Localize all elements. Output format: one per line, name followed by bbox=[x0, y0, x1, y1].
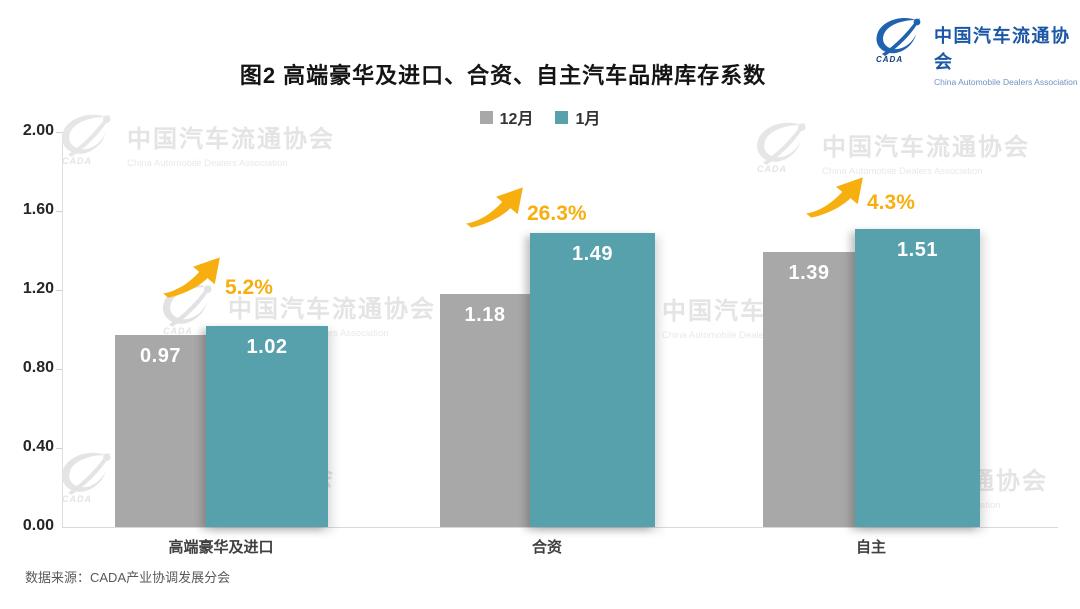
y-tick-label: 0.80 bbox=[22, 359, 54, 376]
value-label-december-luxury-import: 0.97 bbox=[140, 345, 181, 367]
x-axis-line bbox=[62, 527, 1058, 528]
bar-january-domestic bbox=[855, 229, 980, 527]
y-tick-label: 0.00 bbox=[22, 517, 54, 534]
y-tick-mark bbox=[56, 369, 62, 370]
category-label-domestic: 自主 bbox=[855, 539, 887, 556]
value-label-january-luxury-import: 1.02 bbox=[246, 336, 288, 358]
legend-item-december: 12月 bbox=[479, 105, 534, 129]
legend-label-december: 12月 bbox=[499, 111, 534, 128]
increase-arrow-icon bbox=[463, 184, 527, 228]
cada-logo-icon: CADA bbox=[872, 14, 928, 64]
chart-legend: 12月 1月 bbox=[0, 105, 1080, 129]
y-tick-mark bbox=[56, 290, 62, 291]
change-label-joint-venture: 26.3% bbox=[527, 202, 587, 225]
increase-arrow-icon bbox=[160, 254, 224, 298]
value-label-january-joint-venture: 1.49 bbox=[572, 243, 613, 265]
value-label-december-joint-venture: 1.18 bbox=[464, 304, 506, 326]
legend-label-january: 1月 bbox=[575, 111, 601, 128]
bar-january-joint-venture bbox=[530, 233, 655, 527]
change-label-domestic: 4.3% bbox=[867, 191, 915, 214]
legend-swatch-january bbox=[555, 110, 569, 124]
change-label-luxury-import: 5.2% bbox=[225, 276, 273, 299]
logo-cn-text: 中国汽车流通协会 bbox=[934, 26, 1071, 72]
legend-swatch-december bbox=[479, 110, 493, 124]
legend-item-january: 1月 bbox=[555, 105, 600, 129]
chart-title: 图2 高端豪华及进口、合资、自主汽车品牌库存系数 bbox=[239, 63, 767, 88]
y-tick-mark bbox=[56, 211, 62, 212]
logo-en-text: China Automobile Dealers Association bbox=[934, 77, 1078, 87]
y-tick-label: 2.00 bbox=[22, 122, 54, 139]
category-label-joint-venture: 合资 bbox=[531, 539, 563, 556]
category-label-luxury-import: 高端豪华及进口 bbox=[168, 539, 274, 556]
y-tick-label: 1.20 bbox=[22, 280, 54, 297]
y-tick-label: 0.40 bbox=[22, 438, 54, 455]
y-tick-label: 1.60 bbox=[22, 201, 54, 218]
watermark-en-text: China Automobile Dealers Association bbox=[127, 158, 288, 169]
value-label-january-domestic: 1.51 bbox=[897, 239, 938, 261]
cada-logo: CADA 中国汽车流通协会 China Automobile Dealers A… bbox=[872, 14, 1080, 87]
data-source-note: 数据来源：CADA产业协调发展分会 bbox=[25, 570, 231, 585]
cada-logo-watermark-icon: CADA bbox=[57, 448, 119, 504]
y-tick-mark bbox=[56, 448, 62, 449]
y-tick-mark bbox=[56, 132, 62, 133]
increase-arrow-icon bbox=[803, 174, 867, 218]
y-axis-line bbox=[62, 132, 63, 527]
value-label-december-domestic: 1.39 bbox=[788, 262, 830, 284]
bar-january-luxury-import bbox=[206, 326, 328, 527]
